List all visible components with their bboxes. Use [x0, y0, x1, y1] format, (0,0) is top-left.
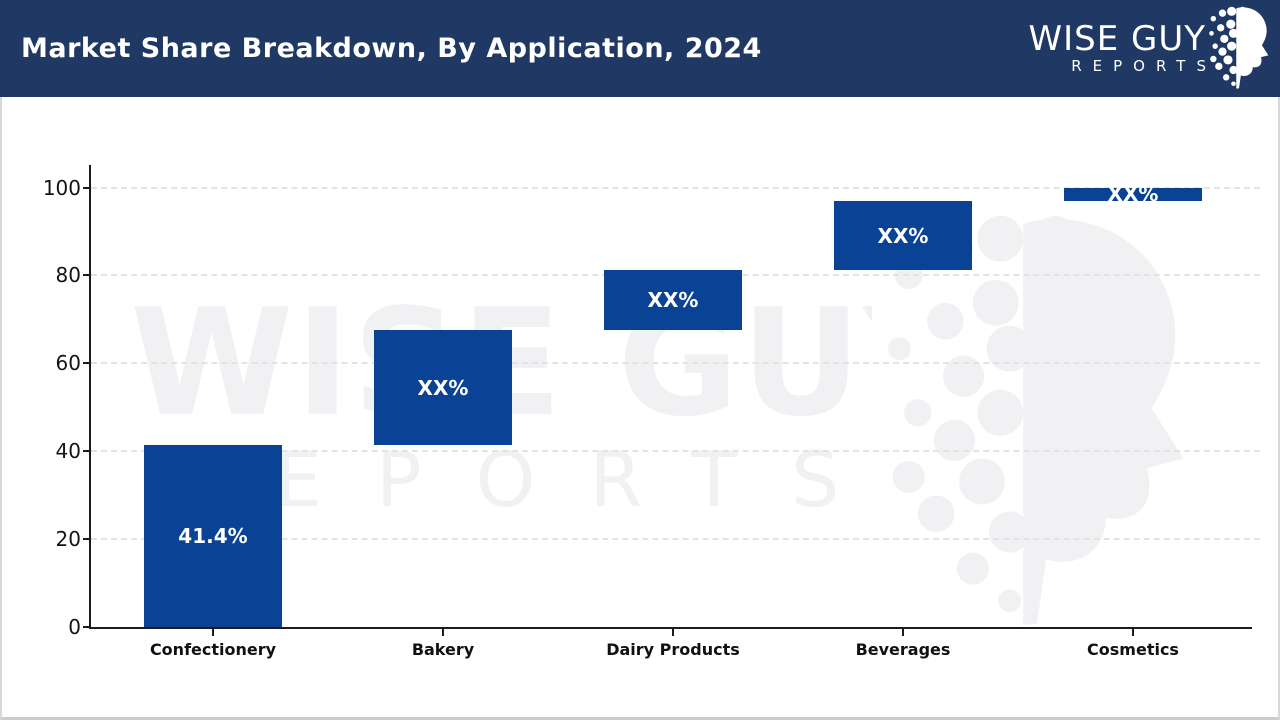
x-category-label-cosmetics: Cosmetics [1087, 640, 1179, 659]
x-axis-spine [89, 627, 1252, 629]
y-axis-spine [89, 165, 91, 629]
x-category-label-confectionery: Confectionery [149, 640, 277, 659]
y-tick-mark-0 [83, 626, 91, 628]
chart-area: WISE GUY REPORTS 41.4% XX% XX% XX% XX% 0 20 40… [0, 97, 1280, 720]
y-tick-mark-100 [83, 186, 91, 189]
header-bar: Market Share Breakdown, By Application, … [0, 0, 1280, 97]
gridline-100 [91, 186, 1260, 189]
logo-subtitle: REPORTS [1071, 57, 1217, 75]
x-category-label-dairy-products: Dairy Products [606, 640, 740, 659]
bar-value-label: XX% [417, 375, 469, 400]
bar-value-label: XX% [647, 288, 699, 313]
x-category-label-beverages: Beverages [855, 640, 951, 659]
gridline-40 [91, 450, 1260, 453]
x-tick-mark-3 [902, 629, 904, 636]
bar-cosmetics: XX% [1064, 182, 1202, 206]
bar-value-label: XX% [877, 223, 929, 248]
y-tick-mark-60 [83, 362, 91, 365]
y-tick-label-100: 100 [42, 175, 81, 200]
bar-beverages: XX% [834, 201, 972, 271]
bar-bakery: XX% [374, 330, 512, 446]
x-tick-mark-2 [672, 629, 674, 636]
logo-text: WISE GUY REPORTS [1028, 22, 1206, 74]
y-tick-label-0: 0 [68, 615, 81, 639]
y-tick-mark-20 [83, 538, 91, 541]
bar-confectionery: 41.4% [144, 445, 282, 627]
y-tick-label-40: 40 [55, 439, 81, 464]
bar-value-label: XX% [1107, 182, 1159, 207]
page-title: Market Share Breakdown, By Application, … [21, 33, 762, 64]
x-tick-mark-1 [442, 629, 444, 636]
y-tick-label-20: 20 [55, 527, 81, 552]
logo-head-icon [1206, 5, 1269, 91]
wise-guy-logo: WISE GUY REPORTS [1022, 0, 1272, 97]
x-tick-mark-4 [1132, 629, 1134, 636]
bar-dairy-products: XX% [604, 270, 742, 331]
logo-wordmark: WISE GUY [1028, 19, 1206, 59]
y-tick-mark-80 [83, 274, 91, 277]
gridline-20 [91, 538, 1260, 541]
y-tick-label-80: 80 [55, 263, 81, 288]
watermark-head-icon [872, 211, 1184, 633]
x-tick-mark-0 [212, 629, 214, 636]
x-category-label-bakery: Bakery [411, 640, 475, 659]
y-tick-label-60: 60 [55, 351, 81, 376]
gridline-60 [91, 362, 1260, 365]
bar-value-label: 41.4% [178, 524, 248, 549]
y-tick-mark-40 [83, 450, 91, 453]
